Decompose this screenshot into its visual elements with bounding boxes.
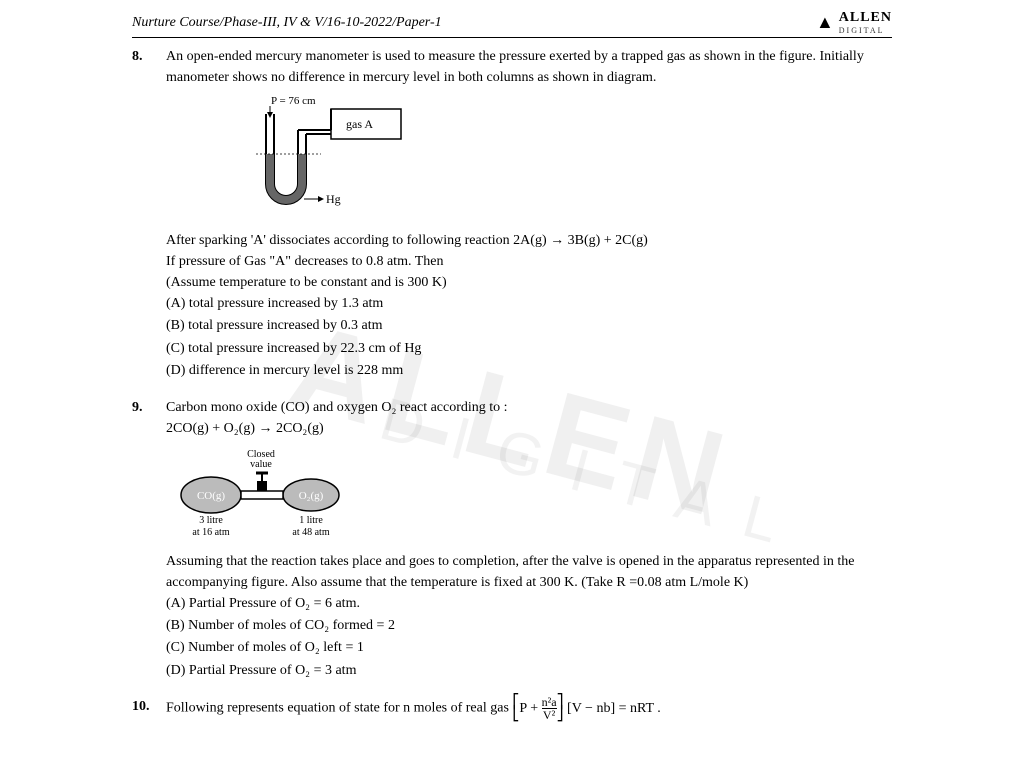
q10-number: 10. — [132, 696, 166, 721]
q8-opt-b: (B) total pressure increased by 0.3 atm — [166, 315, 892, 337]
q9-text-2: Assuming that the reaction takes place a… — [166, 551, 892, 593]
q9-opt-c: (C) Number of moles of O₂ left = 1 — [166, 637, 892, 659]
q8-text-1: An open-ended mercury manometer is used … — [166, 46, 892, 88]
q9-fig-rightvol: 1 litre — [299, 515, 323, 526]
q9-text-1: Carbon mono oxide (CO) and oxygen O₂ rea… — [166, 397, 892, 418]
q9-fig-leftvol: 3 litre — [199, 515, 223, 526]
q9-equation: 2CO(g) + O₂(g) → 2CO₂(g) — [166, 418, 892, 439]
q9-fig-leftp: at 16 atm — [192, 527, 229, 538]
q9-fig-rightp: at 48 atm — [292, 527, 329, 538]
q9-figure: Closed value CO(g) O₂(g) 3 litre at 16 a — [166, 445, 892, 545]
q8-fig-plabel: P = 76 cm — [271, 95, 316, 107]
q9-fig-leftgas: CO(g) — [197, 490, 225, 502]
q8-options: (A) total pressure increased by 1.3 atm … — [166, 293, 892, 383]
q9-opt-b: (B) Number of moles of CO₂ formed = 2 — [166, 615, 892, 637]
q9-fig-valve: value — [250, 459, 272, 470]
q8-text-4: (Assume temperature to be constant and i… — [166, 272, 892, 293]
q8-fig-gaslabel: gas A — [346, 117, 373, 131]
logo-text-bottom: DIGITAL — [839, 26, 892, 35]
q9-opt-a: (A) Partial Pressure of O₂ = 6 atm. — [166, 593, 892, 615]
q9-fig-rightgas: O₂(g) — [299, 490, 324, 502]
question-10: 10. Following represents equation of sta… — [132, 696, 892, 721]
q8-number: 8. — [132, 46, 166, 383]
q8-opt-c: (C) total pressure increased by 22.3 cm … — [166, 338, 892, 360]
page-header: Nurture Course/Phase-III, IV & V/16-10-2… — [132, 10, 892, 38]
q8-opt-d: (D) difference in mercury level is 228 m… — [166, 360, 892, 382]
q8-opt-a: (A) total pressure increased by 1.3 atm — [166, 293, 892, 315]
q10-text-1: Following represents equation of state f… — [166, 701, 512, 716]
question-9: 9. Carbon mono oxide (CO) and oxygen O₂ … — [132, 397, 892, 683]
q8-text-2: After sparking 'A' dissociates according… — [166, 230, 892, 251]
q10-equation: ⎡⎣ P + n²a V² ⎤⎦ [V − nb] = nRT . — [512, 701, 660, 716]
header-course-info: Nurture Course/Phase-III, IV & V/16-10-2… — [132, 15, 442, 31]
q8-figure: P = 76 cm gas A Hg — [166, 94, 892, 224]
allen-logo: ▲ ALLEN DIGITAL — [816, 10, 892, 35]
logo-text-top: ALLEN — [839, 10, 892, 25]
q8-fig-hglabel: Hg — [326, 192, 341, 206]
q8-text-3: If pressure of Gas "A" decreases to 0.8 … — [166, 251, 892, 272]
q9-options: (A) Partial Pressure of O₂ = 6 atm. (B) … — [166, 593, 892, 683]
q9-number: 9. — [132, 397, 166, 683]
question-8: 8. An open-ended mercury manometer is us… — [132, 46, 892, 383]
q9-opt-d: (D) Partial Pressure of O₂ = 3 atm — [166, 660, 892, 682]
logo-icon: ▲ — [816, 12, 835, 33]
